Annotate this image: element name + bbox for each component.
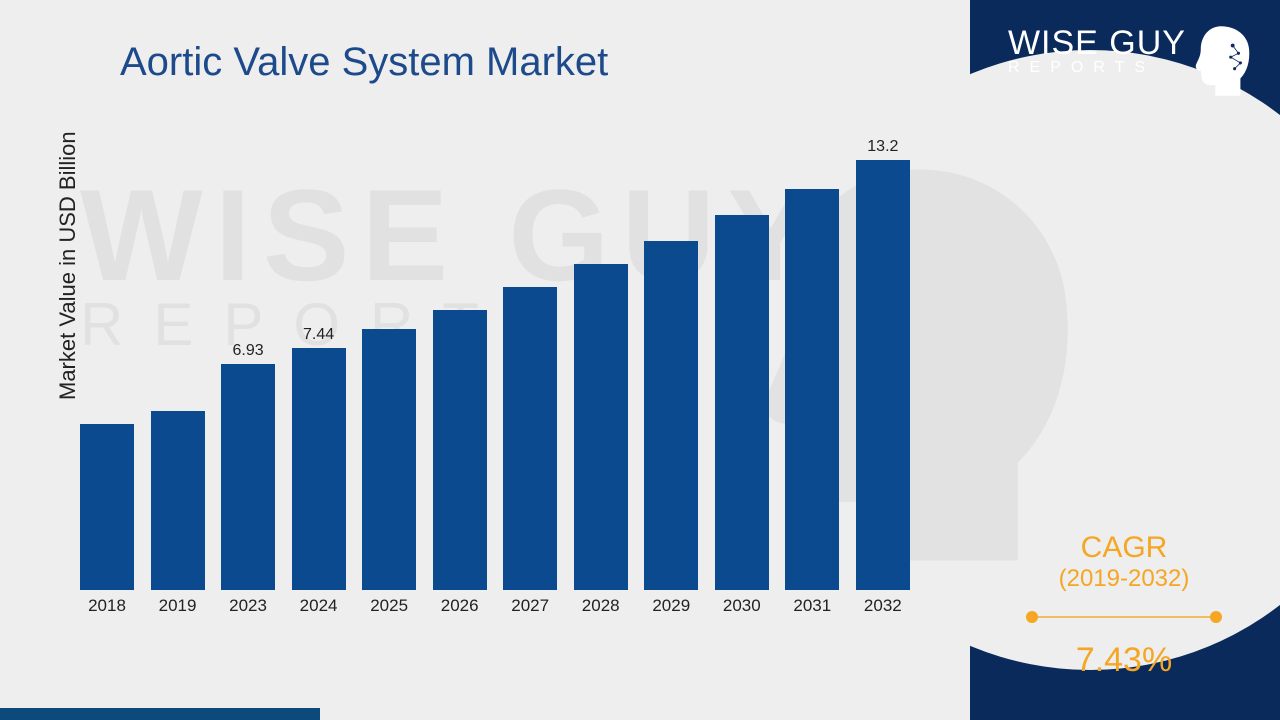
x-tick-label: 2027 — [503, 596, 557, 616]
bar-value-label: 7.44 — [303, 326, 334, 344]
bar-value-label: 13.2 — [867, 138, 898, 156]
x-tick-label: 2024 — [292, 596, 346, 616]
bar-wrap — [80, 402, 134, 590]
bar — [362, 329, 416, 590]
bar — [221, 364, 275, 590]
chart-container: Aortic Valve System Market WISE GUY REPO… — [0, 0, 1280, 720]
cagr-block: CAGR (2019-2032) 7.43% — [996, 531, 1252, 680]
x-tick-label: 2030 — [715, 596, 769, 616]
x-axis-labels: 2018 2019 2023 2024 2025 2026 2027 2028 2029 2030… — [80, 596, 910, 616]
x-tick-label: 2018 — [80, 596, 134, 616]
bar — [644, 241, 698, 590]
logo-line1: WISE GUY — [1008, 24, 1186, 63]
x-tick-label: 2023 — [221, 596, 275, 616]
logo-text: WISE GUY REPORTS — [1008, 24, 1186, 77]
bar-wrap — [503, 265, 557, 590]
bar-wrap: 7.44 — [292, 326, 346, 590]
bar-wrap — [574, 242, 628, 590]
cagr-label: CAGR — [996, 531, 1252, 565]
bar-wrap: 13.2 — [856, 138, 910, 590]
logo-head-icon — [1194, 24, 1252, 98]
cagr-divider — [1032, 611, 1216, 623]
bar-wrap — [362, 307, 416, 590]
bar-wrap — [785, 167, 839, 590]
bar — [856, 160, 910, 590]
cagr-value: 7.43% — [996, 641, 1252, 680]
chart-title: Aortic Valve System Market — [120, 40, 608, 85]
x-tick-label: 2019 — [151, 596, 205, 616]
brand-logo: WISE GUY REPORTS — [1008, 24, 1252, 98]
bar — [574, 264, 628, 590]
bar-wrap — [644, 219, 698, 590]
x-tick-label: 2029 — [644, 596, 698, 616]
cagr-period: (2019-2032) — [996, 565, 1252, 593]
bar — [503, 287, 557, 590]
x-tick-label: 2028 — [574, 596, 628, 616]
bar — [151, 411, 205, 590]
bar-plot: 6.937.4413.2 — [80, 160, 910, 590]
bar — [80, 424, 134, 590]
bar — [785, 189, 839, 590]
bar-wrap: 6.93 — [221, 342, 275, 590]
bars-group: 6.937.4413.2 — [80, 160, 910, 590]
x-tick-label: 2025 — [362, 596, 416, 616]
bar-wrap — [433, 288, 487, 590]
bar — [433, 310, 487, 590]
bar-wrap — [715, 193, 769, 590]
bottom-accent-bar — [0, 708, 320, 720]
bar-wrap — [151, 389, 205, 590]
x-tick-label: 2026 — [433, 596, 487, 616]
bar-value-label: 6.93 — [232, 342, 263, 360]
bar — [715, 215, 769, 590]
bar — [292, 348, 346, 590]
x-tick-label: 2032 — [856, 596, 910, 616]
x-tick-label: 2031 — [785, 596, 839, 616]
y-axis-label: Market Value in USD Billion — [55, 131, 81, 400]
